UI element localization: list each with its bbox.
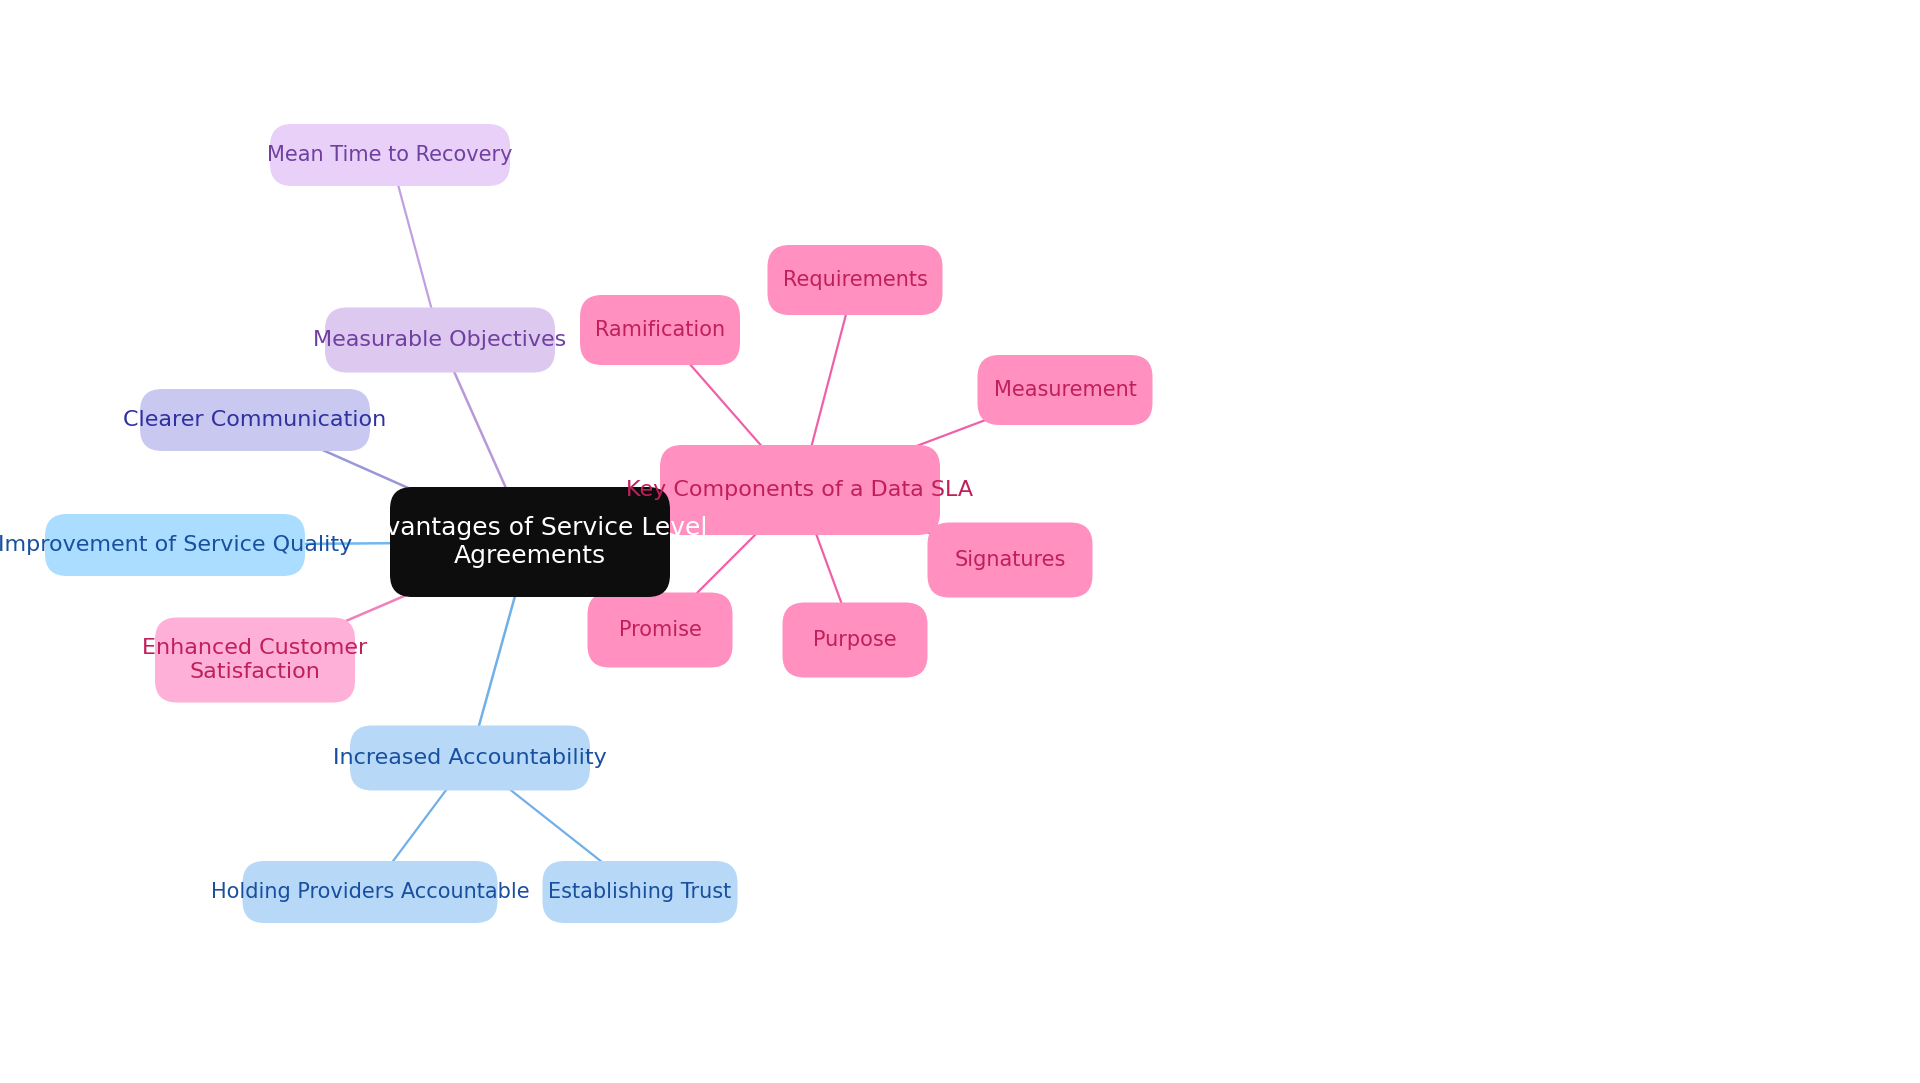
Text: Promise: Promise: [618, 619, 701, 640]
FancyBboxPatch shape: [156, 617, 355, 703]
Text: Measurement: Measurement: [993, 380, 1137, 400]
FancyBboxPatch shape: [271, 123, 511, 186]
FancyBboxPatch shape: [140, 389, 371, 451]
Text: Measurable Objectives: Measurable Objectives: [313, 330, 566, 350]
Text: Advantages of Service Level
Agreements: Advantages of Service Level Agreements: [353, 517, 707, 567]
Text: Key Components of a Data SLA: Key Components of a Data SLA: [626, 480, 973, 500]
Text: Clearer Communication: Clearer Communication: [123, 410, 386, 430]
Text: Enhanced Customer
Satisfaction: Enhanced Customer Satisfaction: [142, 638, 367, 681]
FancyBboxPatch shape: [349, 726, 589, 791]
FancyBboxPatch shape: [324, 308, 555, 373]
FancyBboxPatch shape: [783, 602, 927, 678]
FancyBboxPatch shape: [660, 445, 941, 535]
Text: Mean Time to Recovery: Mean Time to Recovery: [267, 145, 513, 165]
FancyBboxPatch shape: [927, 522, 1092, 598]
FancyBboxPatch shape: [768, 245, 943, 315]
Text: Improvement of Service Quality: Improvement of Service Quality: [0, 535, 351, 554]
Text: Requirements: Requirements: [783, 270, 927, 290]
Text: Ramification: Ramification: [595, 319, 726, 340]
FancyBboxPatch shape: [242, 861, 497, 923]
Text: Establishing Trust: Establishing Trust: [549, 882, 732, 902]
Text: Increased Accountability: Increased Accountability: [334, 748, 607, 768]
Text: Signatures: Signatures: [954, 550, 1066, 570]
FancyBboxPatch shape: [390, 487, 670, 597]
FancyBboxPatch shape: [44, 514, 305, 576]
FancyBboxPatch shape: [588, 592, 733, 667]
Text: Holding Providers Accountable: Holding Providers Accountable: [211, 882, 530, 902]
FancyBboxPatch shape: [977, 355, 1152, 425]
FancyBboxPatch shape: [543, 861, 737, 923]
Text: Purpose: Purpose: [814, 630, 897, 650]
FancyBboxPatch shape: [580, 295, 739, 365]
